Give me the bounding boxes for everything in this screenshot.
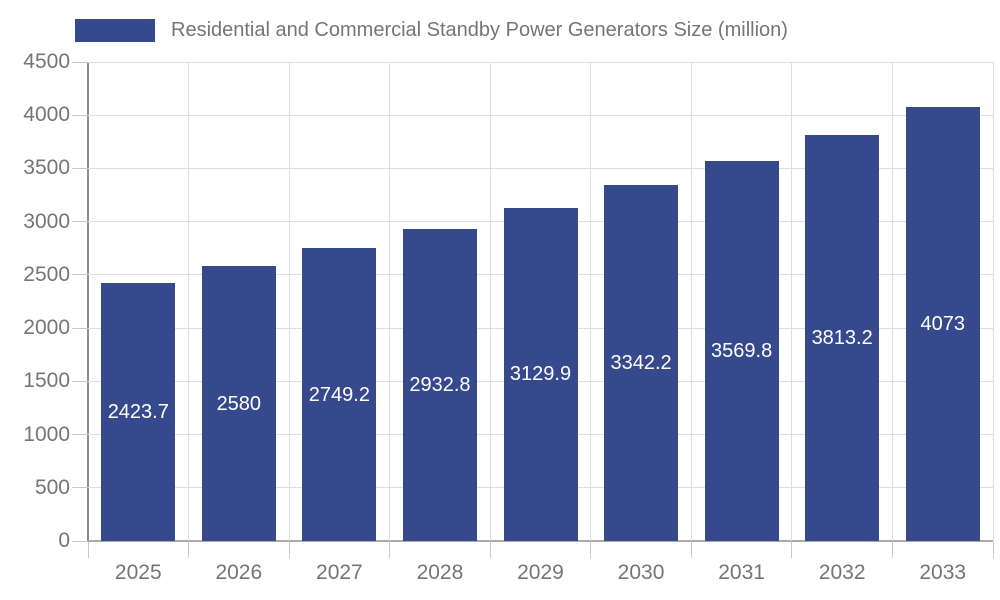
bar-value-label: 2749.2 bbox=[308, 383, 370, 406]
x-axis-tick bbox=[891, 542, 893, 558]
gridline-vertical bbox=[690, 62, 692, 541]
legend-swatch bbox=[75, 19, 155, 42]
gridline-horizontal bbox=[88, 167, 993, 169]
bar bbox=[402, 228, 477, 541]
x-axis-tick-label: 2032 bbox=[818, 561, 866, 584]
x-axis-tick-label: 2031 bbox=[718, 561, 765, 584]
bar bbox=[302, 248, 377, 541]
legend[interactable]: Residential and Commercial Standby Power… bbox=[75, 19, 788, 42]
x-axis-tick bbox=[992, 542, 994, 558]
y-axis-tick bbox=[72, 167, 88, 169]
y-axis-tick bbox=[72, 380, 88, 382]
bar-value-label: 3129.9 bbox=[509, 363, 572, 386]
bar bbox=[604, 185, 679, 541]
x-axis-line bbox=[88, 540, 993, 542]
y-axis-tick-label: 1500 bbox=[23, 369, 70, 393]
gridline-vertical bbox=[891, 62, 893, 541]
y-axis-tick bbox=[72, 274, 88, 276]
x-axis-tick bbox=[590, 542, 592, 558]
bar bbox=[101, 283, 176, 541]
x-axis-tick bbox=[489, 542, 491, 558]
y-axis-tick-label: 3500 bbox=[23, 156, 70, 180]
y-axis-tick bbox=[72, 114, 88, 116]
y-axis-tick bbox=[72, 61, 88, 63]
bar bbox=[905, 107, 980, 541]
y-axis-tick-label: 500 bbox=[34, 475, 70, 499]
bar-value-label: 2932.8 bbox=[409, 373, 471, 396]
bar-value-label: 2580 bbox=[216, 392, 262, 415]
y-axis-tick bbox=[72, 540, 88, 542]
y-axis-tick-label: 2000 bbox=[23, 316, 70, 340]
gridline-vertical bbox=[590, 62, 592, 541]
x-axis-tick bbox=[188, 542, 190, 558]
x-axis-tick-label: 2025 bbox=[114, 561, 162, 584]
gridline-vertical bbox=[791, 62, 793, 541]
bar-value-label: 3569.8 bbox=[711, 340, 773, 362]
x-axis-tick-label: 2027 bbox=[316, 561, 363, 584]
x-axis-tick bbox=[87, 542, 89, 558]
x-axis-tick-label: 2033 bbox=[919, 561, 967, 584]
x-axis-tick bbox=[690, 542, 692, 558]
x-axis-tick-label: 2028 bbox=[416, 561, 464, 584]
y-axis-tick-label: 4500 bbox=[23, 50, 70, 73]
x-axis-tick-label: 2030 bbox=[617, 561, 665, 584]
x-axis-tick-label: 2029 bbox=[517, 561, 564, 584]
bar bbox=[503, 207, 578, 541]
y-axis-tick-label: 1000 bbox=[23, 422, 70, 446]
y-axis-tick-label: 0 bbox=[58, 529, 70, 552]
y-axis-tick-label: 2500 bbox=[23, 262, 70, 286]
y-axis-line bbox=[87, 62, 89, 541]
y-axis-tick-label: 3000 bbox=[23, 209, 70, 233]
gridline-vertical bbox=[489, 62, 491, 541]
bar-value-label: 3342.2 bbox=[610, 352, 672, 375]
gridline-vertical bbox=[389, 62, 391, 541]
x-axis-tick-label: 2026 bbox=[215, 561, 263, 584]
x-axis-tick bbox=[288, 542, 290, 558]
y-axis-tick bbox=[72, 221, 88, 223]
bar-value-label: 2423.7 bbox=[107, 401, 169, 423]
y-axis-tick bbox=[72, 434, 88, 436]
gridline-horizontal bbox=[88, 61, 993, 63]
legend-label: Residential and Commercial Standby Power… bbox=[171, 19, 788, 41]
y-axis-tick-label: 4000 bbox=[23, 103, 70, 127]
bar-value-label: 3813.2 bbox=[811, 327, 873, 350]
gridline-vertical bbox=[188, 62, 190, 541]
bar-value-label: 4073 bbox=[920, 313, 965, 336]
gridline-vertical bbox=[992, 62, 994, 541]
x-axis-tick bbox=[791, 542, 793, 558]
bar bbox=[201, 266, 276, 541]
plot-area: 2423.7 2580 2749.2 2932.8 3129.9 3342.2 3569.8… bbox=[88, 61, 994, 541]
gridline-horizontal bbox=[88, 114, 993, 116]
gridline-vertical bbox=[288, 62, 290, 541]
bar bbox=[704, 161, 779, 541]
x-axis-tick bbox=[389, 542, 391, 558]
y-axis-tick bbox=[72, 487, 88, 489]
bar bbox=[805, 135, 880, 541]
y-axis-tick bbox=[72, 327, 88, 329]
